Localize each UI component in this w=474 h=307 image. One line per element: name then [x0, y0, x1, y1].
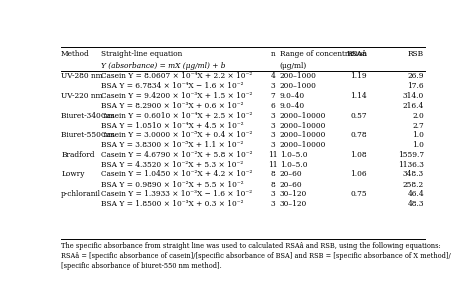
Text: 48.3: 48.3 [408, 200, 424, 208]
Text: [specific absorbance of biuret-550 nm method].: [specific absorbance of biuret-550 nm me… [61, 262, 222, 270]
Text: Casein Y = 8.0607 × 10⁻⁴X + 2.2 × 10⁻²: Casein Y = 8.0607 × 10⁻⁴X + 2.2 × 10⁻² [101, 72, 253, 80]
Text: 6: 6 [271, 102, 275, 110]
Text: 1.08: 1.08 [350, 151, 367, 159]
Text: BSA Y = 8.2900 × 10⁻³X + 0.6 × 10⁻²: BSA Y = 8.2900 × 10⁻³X + 0.6 × 10⁻² [101, 102, 244, 110]
Text: 7: 7 [271, 92, 275, 100]
Text: Biuret-340 nm: Biuret-340 nm [61, 111, 115, 119]
Text: 2000–10000: 2000–10000 [280, 122, 326, 130]
Text: Range of concentration: Range of concentration [280, 50, 367, 58]
Text: 26.9: 26.9 [408, 72, 424, 80]
Text: 11: 11 [268, 151, 278, 159]
Text: BSA Y = 4.3520 × 10⁻²X + 5.3 × 10⁻²: BSA Y = 4.3520 × 10⁻²X + 5.3 × 10⁻² [101, 161, 244, 169]
Text: 9.0–40: 9.0–40 [280, 92, 305, 100]
Text: UV-220 nm: UV-220 nm [61, 92, 102, 100]
Text: 30–120: 30–120 [280, 200, 307, 208]
Text: BSA Y = 0.9890 × 10⁻²X + 5.5 × 10⁻²: BSA Y = 0.9890 × 10⁻²X + 5.5 × 10⁻² [101, 181, 244, 188]
Text: Biuret-550 nm: Biuret-550 nm [61, 131, 115, 139]
Text: 258.2: 258.2 [403, 181, 424, 188]
Text: 200–1000: 200–1000 [280, 83, 317, 91]
Text: Casein Y = 1.0450 × 10⁻²X + 4.2 × 10⁻²: Casein Y = 1.0450 × 10⁻²X + 4.2 × 10⁻² [101, 170, 253, 178]
Text: Casein Y = 4.6790 × 10⁻²X + 5.8 × 10⁻²: Casein Y = 4.6790 × 10⁻²X + 5.8 × 10⁻² [101, 151, 253, 159]
Text: 3: 3 [271, 190, 275, 198]
Text: 0.75: 0.75 [350, 190, 367, 198]
Text: RSAâ = [specific absorbance of casein]/[specific absorbance of BSA] and RSB = [s: RSAâ = [specific absorbance of casein]/[… [61, 252, 451, 260]
Text: 3: 3 [271, 131, 275, 139]
Text: Casein Y = 3.0000 × 10⁻⁵X + 0.4 × 10⁻²: Casein Y = 3.0000 × 10⁻⁵X + 0.4 × 10⁻² [101, 131, 253, 139]
Text: 17.6: 17.6 [408, 83, 424, 91]
Text: Bradford: Bradford [61, 151, 95, 159]
Text: 1.0: 1.0 [412, 131, 424, 139]
Text: (μg/ml): (μg/ml) [280, 62, 307, 70]
Text: 0.57: 0.57 [350, 111, 367, 119]
Text: 4: 4 [271, 72, 275, 80]
Text: BSA Y = 6.7834 × 10⁻⁴X − 1.6 × 10⁻²: BSA Y = 6.7834 × 10⁻⁴X − 1.6 × 10⁻² [101, 83, 244, 91]
Text: 1.06: 1.06 [350, 170, 367, 178]
Text: 216.4: 216.4 [403, 102, 424, 110]
Text: 3: 3 [271, 200, 275, 208]
Text: The specific absorbance from straight line was used to calculated RSAâ and RSB, : The specific absorbance from straight li… [61, 243, 441, 251]
Text: 2.0: 2.0 [412, 111, 424, 119]
Text: p-chloranil: p-chloranil [61, 190, 101, 198]
Text: 30–120: 30–120 [280, 190, 307, 198]
Text: 348.3: 348.3 [403, 170, 424, 178]
Text: UV-280 nm: UV-280 nm [61, 72, 103, 80]
Text: 20–60: 20–60 [280, 170, 302, 178]
Text: BSA Y = 3.8300 × 10⁻⁵X + 1.1 × 10⁻²: BSA Y = 3.8300 × 10⁻⁵X + 1.1 × 10⁻² [101, 141, 244, 149]
Text: 8: 8 [271, 181, 275, 188]
Text: 3: 3 [271, 83, 275, 91]
Text: 11: 11 [268, 161, 278, 169]
Text: 1136.3: 1136.3 [398, 161, 424, 169]
Text: Casein Y = 1.3933 × 10⁻³X − 1.6 × 10⁻²: Casein Y = 1.3933 × 10⁻³X − 1.6 × 10⁻² [101, 190, 253, 198]
Text: 2000–10000: 2000–10000 [280, 141, 326, 149]
Text: 200–1000: 200–1000 [280, 72, 317, 80]
Text: 1559.7: 1559.7 [398, 151, 424, 159]
Text: Y (absorbance) = mX (μg/ml) + b: Y (absorbance) = mX (μg/ml) + b [101, 62, 226, 70]
Text: BSA Y = 1.0510 × 10⁻⁴X + 4.5 × 10⁻²: BSA Y = 1.0510 × 10⁻⁴X + 4.5 × 10⁻² [101, 122, 244, 130]
Text: 8: 8 [271, 170, 275, 178]
Text: 20–60: 20–60 [280, 181, 302, 188]
Text: 46.4: 46.4 [408, 190, 424, 198]
Text: 3: 3 [271, 141, 275, 149]
Text: 1.0: 1.0 [412, 141, 424, 149]
Text: Casein Y = 9.4200 × 10⁻³X + 1.5 × 10⁻²: Casein Y = 9.4200 × 10⁻³X + 1.5 × 10⁻² [101, 92, 253, 100]
Text: 1.0–5.0: 1.0–5.0 [280, 151, 307, 159]
Text: Method: Method [61, 50, 90, 58]
Text: 3: 3 [271, 122, 275, 130]
Text: RSAâ: RSAâ [346, 50, 367, 58]
Text: Straight-line equation: Straight-line equation [101, 50, 183, 58]
Text: BSA Y = 1.8500 × 10⁻³X + 0.3 × 10⁻²: BSA Y = 1.8500 × 10⁻³X + 0.3 × 10⁻² [101, 200, 244, 208]
Text: 1.19: 1.19 [350, 72, 367, 80]
Text: 2000–10000: 2000–10000 [280, 131, 326, 139]
Text: Casein Y = 0.6010 × 10⁻⁴X + 2.5 × 10⁻²: Casein Y = 0.6010 × 10⁻⁴X + 2.5 × 10⁻² [101, 111, 253, 119]
Text: n: n [271, 50, 275, 58]
Text: 314.0: 314.0 [403, 92, 424, 100]
Text: Lowry: Lowry [61, 170, 84, 178]
Text: 0.78: 0.78 [350, 131, 367, 139]
Text: 9.0–40: 9.0–40 [280, 102, 305, 110]
Text: 3: 3 [271, 111, 275, 119]
Text: 2.7: 2.7 [412, 122, 424, 130]
Text: 1.14: 1.14 [350, 92, 367, 100]
Text: 1.0–5.0: 1.0–5.0 [280, 161, 307, 169]
Text: 2000–10000: 2000–10000 [280, 111, 326, 119]
Text: RSB: RSB [408, 50, 424, 58]
